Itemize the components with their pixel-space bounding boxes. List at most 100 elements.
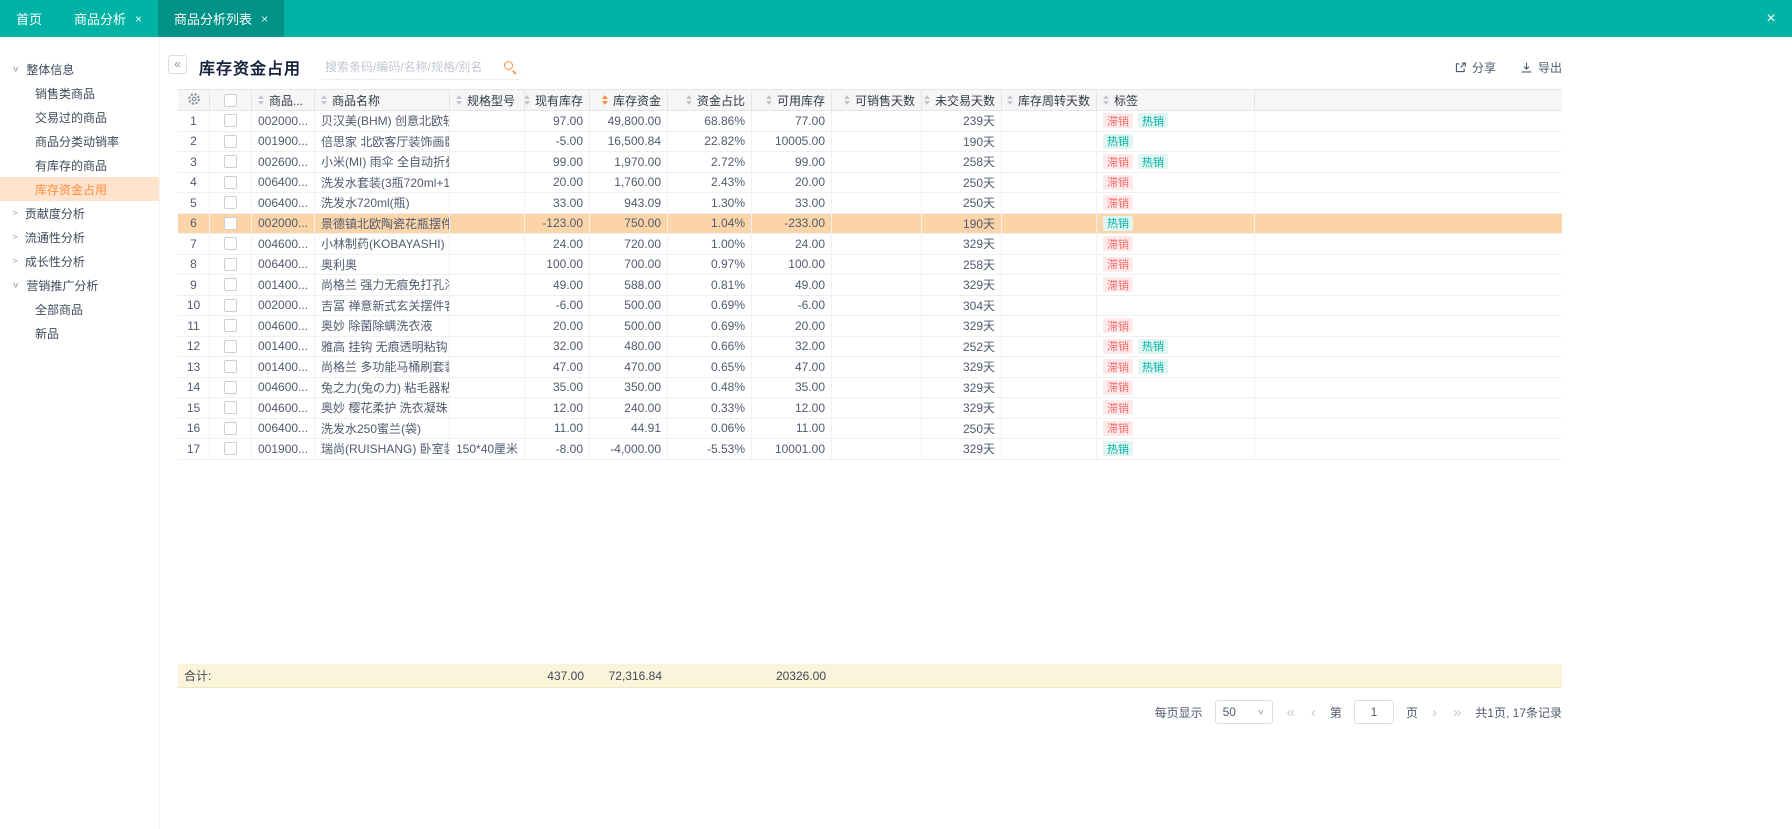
table-header-row: 商品... 商品名称 规格型号 现有库存 库存资金 资金占比 可用库存 可销售天数 未交易天数 库… <box>178 89 1562 111</box>
column-header-fund[interactable]: 库存资金 <box>590 90 668 110</box>
sidebar-item[interactable]: 有库存的商品 <box>0 153 159 177</box>
sort-icon[interactable] <box>1103 95 1109 105</box>
search-icon[interactable] <box>503 60 517 74</box>
sidebar-item[interactable]: ∨ 营销推广分析 <box>0 273 159 297</box>
page-number-input[interactable] <box>1353 700 1394 724</box>
row-checkbox[interactable] <box>224 134 237 148</box>
cell-available: 10005.00 <box>752 131 832 151</box>
sidebar-item-label: 成长性分析 <box>24 254 85 269</box>
cell-available: 77.00 <box>752 111 832 131</box>
sort-icon[interactable] <box>456 95 462 105</box>
sidebar-item[interactable]: 库存资金占用 <box>0 177 159 201</box>
sidebar-item[interactable]: 新品 <box>0 321 159 345</box>
row-checkbox[interactable] <box>224 298 237 312</box>
column-header-no_trade_days[interactable]: 未交易天数 <box>922 90 1002 110</box>
column-header-available[interactable]: 可用库存 <box>752 90 832 110</box>
table-row[interactable]: 2 001900...倍思家 北欧客厅装饰画卧室 -5.0016,500.8422.… <box>178 131 1562 152</box>
sort-icon[interactable] <box>601 95 608 105</box>
row-checkbox[interactable] <box>224 360 237 374</box>
row-checkbox[interactable] <box>224 401 237 415</box>
tab-商品分析列表[interactable]: 商品分析列表 × <box>158 0 285 37</box>
sidebar-tree: ∨ 整体信息 销售类商品 交易过的商品 商品分类动销率 有库存的商品 库存资金占用 > 贡献度分… <box>0 57 159 345</box>
row-checkbox[interactable] <box>224 114 237 128</box>
table-row[interactable]: 3 002600... 小米(MI) 雨伞 全自动折叠 99.00 1,970.00 2.… <box>178 152 1562 173</box>
column-label: 现有库存 <box>534 93 583 108</box>
column-header-spec[interactable]: 规格型号 <box>450 90 525 110</box>
row-checkbox[interactable] <box>224 175 237 189</box>
tab-close-icon[interactable]: × <box>135 11 143 26</box>
sidebar-item-label: 新品 <box>35 326 60 341</box>
sidebar-item[interactable]: 交易过的商品 <box>0 105 159 129</box>
row-checkbox[interactable] <box>224 421 237 435</box>
table-row[interactable]: 11 004600... 奥妙 除菌除螨洗衣液 20.00 500.00 0.69% 20.… <box>178 316 1562 337</box>
close-window-icon[interactable]: × <box>1766 9 1776 27</box>
table-row[interactable]: 7 004600... 小林制药(KOBAYASHI) 日 24.00 720.00 1.… <box>178 234 1562 255</box>
cell-tags: 滞销 热销 <box>1097 336 1255 356</box>
sort-icon[interactable] <box>685 95 692 105</box>
column-header-turnover_days[interactable]: 库存周转天数 <box>1002 90 1097 110</box>
sidebar-item[interactable]: > 贡献度分析 <box>0 201 159 225</box>
table-row[interactable]: 1 002000... 贝汉美(BHM) 创意北欧轻 97.00 49,800.00 68… <box>178 111 1562 132</box>
row-checkbox[interactable] <box>224 237 237 251</box>
sort-icon[interactable] <box>258 95 264 105</box>
row-checkbox[interactable] <box>224 257 237 271</box>
column-header-ratio[interactable]: 资金占比 <box>668 90 752 110</box>
sidebar-item[interactable]: > 成长性分析 <box>0 249 159 273</box>
column-header-code[interactable]: 商品... <box>252 90 315 110</box>
sidebar-item[interactable]: 商品分类动销率 <box>0 129 159 153</box>
first-page-button[interactable]: « <box>1286 703 1295 721</box>
last-page-button[interactable]: » <box>1452 703 1462 721</box>
export-button[interactable]: 导出 <box>1520 59 1562 76</box>
column-settings-button[interactable] <box>178 90 210 110</box>
sort-icon[interactable] <box>321 95 327 105</box>
sidebar-item[interactable]: ∨ 整体信息 <box>0 57 159 81</box>
tag-badge: 滞销 <box>1103 256 1133 272</box>
table-row[interactable]: 12 001400... 雅高 挂钩 无痕透明粘钩 强 32.00 480.00 0.66… <box>178 336 1562 357</box>
sort-icon[interactable] <box>843 95 850 105</box>
table-row[interactable]: 4 006400... 洗发水套装(3瓶720ml+1支 20.00 1,760.00 2… <box>178 172 1562 193</box>
sidebar-item[interactable]: 销售类商品 <box>0 81 159 105</box>
sidebar-item[interactable]: 全部商品 <box>0 297 159 321</box>
cell-stock: 35.00 <box>525 377 590 397</box>
table-row[interactable]: 6 002000...景德镇北欧陶瓷花瓶摆件 优 -123.00750.001.04… <box>178 213 1562 234</box>
sort-icon[interactable] <box>923 95 930 105</box>
row-checkbox[interactable] <box>224 339 237 353</box>
row-filler <box>1255 337 1562 357</box>
row-checkbox-cell <box>210 398 252 418</box>
sort-icon[interactable] <box>1006 95 1013 105</box>
share-button[interactable]: 分享 <box>1454 59 1496 76</box>
column-header-tags[interactable]: 标签 <box>1097 90 1255 110</box>
prev-page-button[interactable]: ‹ <box>1310 703 1316 721</box>
row-checkbox-cell <box>210 213 252 233</box>
table-row[interactable]: 8 006400... 奥利奥 100.00 700.00 0.97% 100.00 258天… <box>178 254 1562 275</box>
table-row[interactable]: 14 004600... 兔之力(兔の力) 粘毛器粘 35.00 350.00 0.48%… <box>178 377 1562 398</box>
search-input[interactable] <box>325 59 504 74</box>
tab-close-icon[interactable]: × <box>261 11 269 26</box>
sort-icon[interactable] <box>765 95 772 105</box>
row-checkbox[interactable] <box>224 380 237 394</box>
tab-首页[interactable]: 首页 <box>0 0 58 37</box>
sidebar-item[interactable]: > 流通性分析 <box>0 225 159 249</box>
row-checkbox[interactable] <box>224 319 237 333</box>
next-page-button[interactable]: › <box>1431 703 1437 721</box>
column-header-sale_days[interactable]: 可销售天数 <box>832 90 922 110</box>
row-checkbox[interactable] <box>224 196 237 210</box>
table-row[interactable]: 16 006400... 洗发水250蜜兰(袋) 11.00 44.91 0.06% 11.… <box>178 418 1562 439</box>
column-header-name[interactable]: 商品名称 <box>315 90 450 110</box>
table-row[interactable]: 5 006400... 洗发水720ml(瓶) 33.00 943.09 1.30% 33.… <box>178 193 1562 214</box>
table-row[interactable]: 17 001900... 瑞尚(RUISHANG) 卧室装 150*40厘米 -8.00… <box>178 439 1562 460</box>
row-checkbox[interactable] <box>224 442 237 456</box>
select-all-checkbox[interactable] <box>224 93 237 107</box>
sort-icon[interactable] <box>525 95 530 105</box>
row-checkbox[interactable] <box>224 216 237 230</box>
page-size-select[interactable]: 50 ∨ <box>1214 700 1273 724</box>
row-checkbox[interactable] <box>224 155 237 169</box>
column-header-stock[interactable]: 现有库存 <box>525 90 590 110</box>
sidebar-collapse-button[interactable]: « <box>168 54 187 74</box>
row-checkbox[interactable] <box>224 278 237 292</box>
tab-商品分析[interactable]: 商品分析 × <box>58 0 158 37</box>
